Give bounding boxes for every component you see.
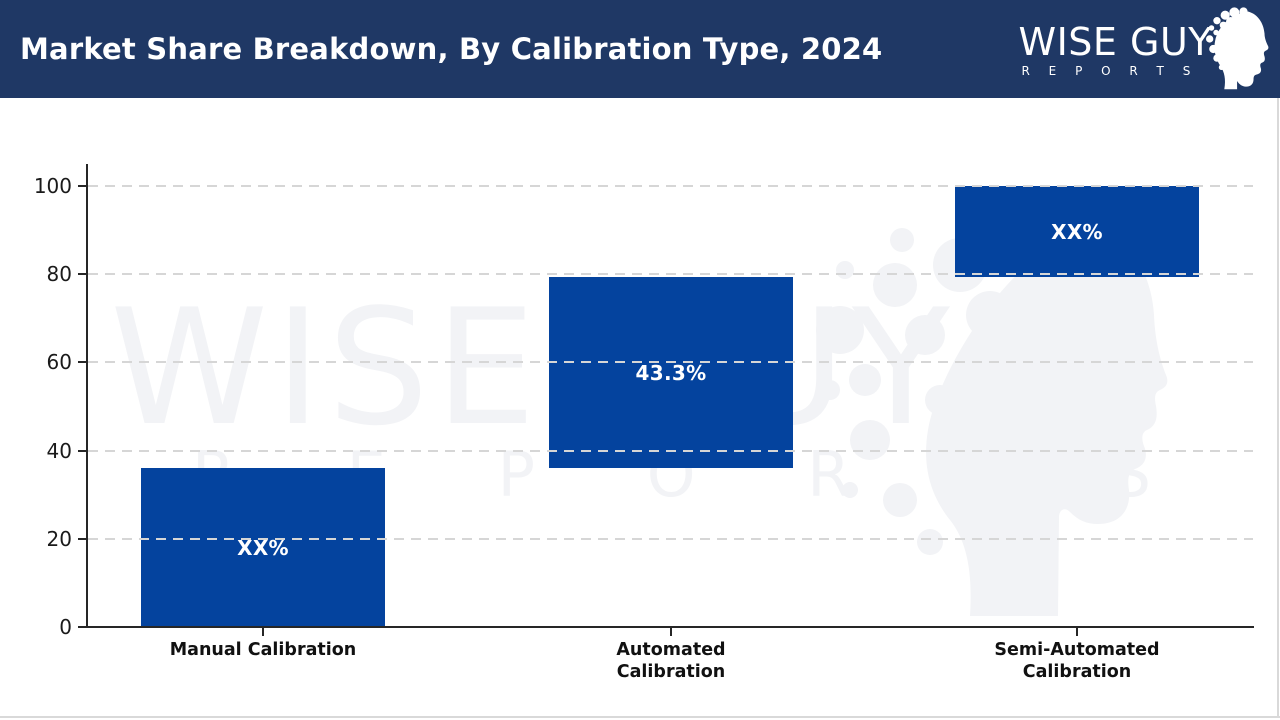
page-right-border [1277, 98, 1279, 718]
y-tick-mark-0 [78, 626, 87, 628]
bar-segment-3: XX% [955, 186, 1199, 278]
logo-head-icon [1206, 7, 1269, 90]
x-tick-mark-2 [670, 628, 672, 636]
logo-name-text: WISE GUY [1018, 19, 1212, 64]
y-tick-mark-60 [78, 361, 87, 364]
gridline-y-100 [88, 185, 1253, 187]
bar-segment-2: 43.3% [549, 277, 793, 469]
y-axis-line [86, 164, 88, 628]
x-axis-line [86, 626, 1254, 628]
y-tick-mark-20 [78, 537, 87, 540]
bar-value-label: 43.3% [635, 360, 707, 385]
gridline-y-80 [88, 273, 1253, 276]
y-axis-tick-label: 80 [46, 262, 72, 287]
y-axis-tick-label: 40 [46, 438, 72, 463]
y-tick-mark-100 [78, 185, 87, 187]
gridline-y-40 [88, 449, 1253, 452]
x-axis-category-label: Automated Calibration [616, 640, 726, 683]
page-bottom-border [0, 716, 1280, 718]
gridline-y-60 [88, 361, 1253, 364]
header-bar: Market Share Breakdown, By Calibration T… [0, 0, 1280, 98]
chart-title: Market Share Breakdown, By Calibration T… [20, 32, 883, 66]
gridline-y-20 [88, 537, 1253, 540]
logo-sub-text: R E P O R T S [1021, 63, 1198, 78]
y-axis-tick-label: 60 [46, 350, 72, 375]
y-axis-tick-label: 100 [33, 174, 72, 198]
x-tick-mark-1 [262, 628, 264, 636]
y-tick-mark-80 [78, 273, 87, 276]
x-axis-category-label: Manual Calibration [169, 640, 357, 660]
brand-logo: WISE GUY R E P O R T S [1019, 6, 1270, 92]
y-axis-tick-label: 20 [46, 526, 72, 551]
x-axis-category-label: Semi-Automated Calibration [994, 640, 1160, 683]
y-axis-tick-label: 0 [59, 615, 72, 639]
y-tick-mark-40 [78, 449, 87, 452]
bar-segment-1: XX% [141, 468, 385, 627]
bar-value-label: XX% [1051, 219, 1103, 244]
watermark-wordmark: WISE GUY [110, 274, 956, 461]
x-tick-mark-3 [1076, 628, 1078, 636]
